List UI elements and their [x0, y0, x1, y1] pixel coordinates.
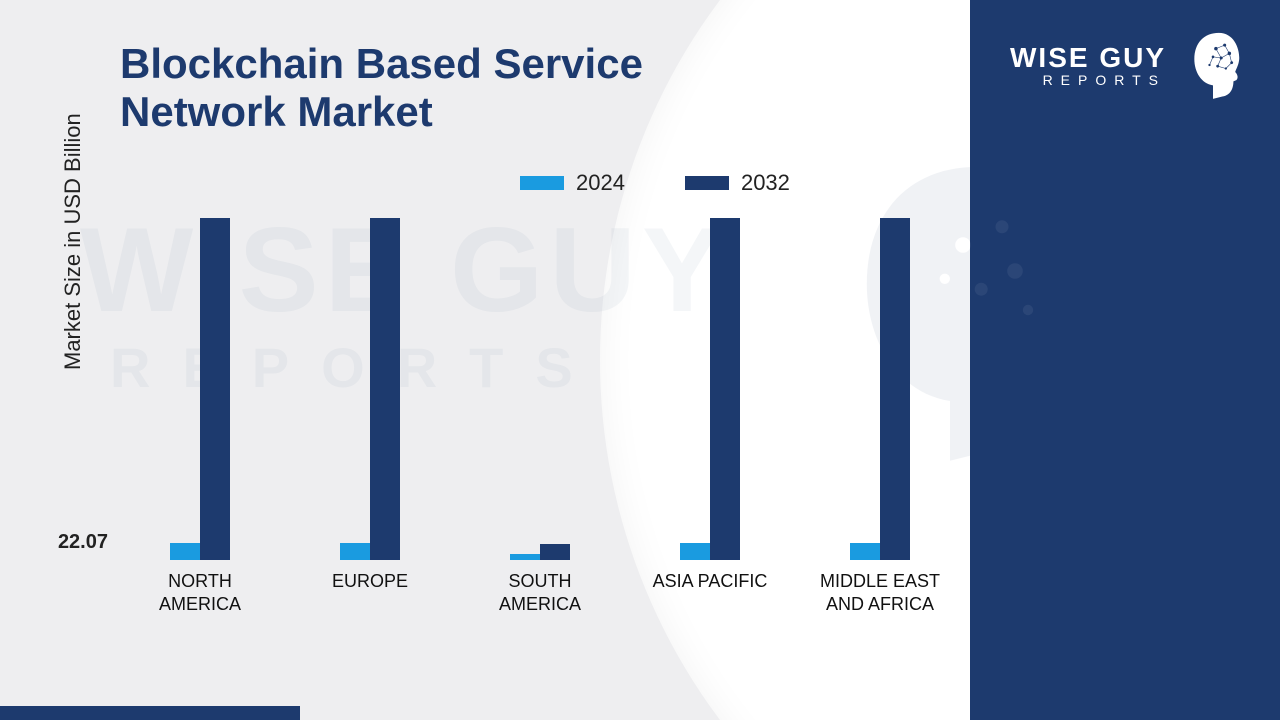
side-panel — [970, 0, 1280, 720]
y-axis-label: Market Size in USD Billion — [60, 113, 86, 370]
bar-2024 — [850, 543, 880, 560]
y-tick-label: 22.07 — [58, 531, 108, 554]
bar-2024 — [170, 543, 200, 560]
logo-line2: REPORTS — [1010, 72, 1166, 88]
category-label: EUROPE — [305, 570, 435, 593]
bar-group — [680, 218, 740, 560]
category-label: NORTH AMERICA — [135, 570, 265, 615]
bar-2024 — [680, 543, 710, 560]
legend-item-2024: 2024 — [520, 170, 625, 196]
head-icon — [1178, 30, 1248, 100]
legend-swatch-2032 — [685, 176, 729, 190]
bar-2024 — [340, 543, 370, 560]
legend-label-2032: 2032 — [741, 170, 790, 196]
chart-container: WISE GUY REPORTS Blockchain Based Servic… — [0, 0, 1280, 720]
brand-logo-text: WISE GUY REPORTS — [1010, 42, 1166, 88]
bar-2024 — [510, 554, 540, 560]
category-label: SOUTH AMERICA — [475, 570, 605, 615]
bar-group — [850, 218, 910, 560]
brand-logo: WISE GUY REPORTS — [1010, 30, 1248, 100]
bar-2032 — [200, 218, 230, 560]
bar-2032 — [370, 218, 400, 560]
bar-group — [510, 544, 570, 560]
legend: 2024 2032 — [520, 170, 790, 196]
category-label: ASIA PACIFIC — [645, 570, 775, 593]
bar-group — [170, 218, 230, 560]
legend-swatch-2024 — [520, 176, 564, 190]
bar-2032 — [880, 218, 910, 560]
logo-line1: WISE GUY — [1010, 42, 1166, 74]
category-label: MIDDLE EAST AND AFRICA — [815, 570, 945, 615]
bar-chart: 22.07 NORTH AMERICAEUROPESOUTH AMERICAAS… — [110, 210, 940, 560]
legend-label-2024: 2024 — [576, 170, 625, 196]
bar-2032 — [710, 218, 740, 560]
bar-2032 — [540, 544, 570, 560]
bar-group — [340, 218, 400, 560]
bottom-accent — [0, 706, 300, 720]
chart-title: Blockchain Based Service Network Market — [120, 40, 820, 137]
legend-item-2032: 2032 — [685, 170, 790, 196]
